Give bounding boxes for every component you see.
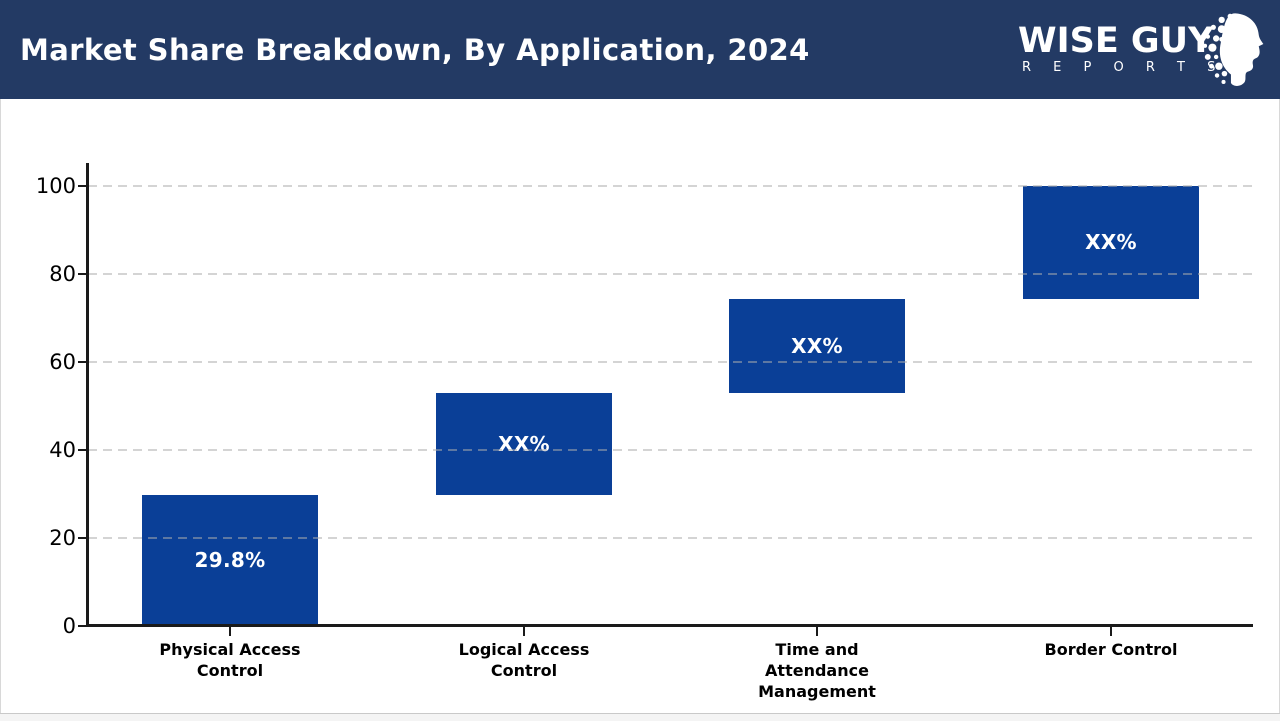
gridline-60 xyxy=(88,361,1253,363)
y-tick-label-80: 80 xyxy=(49,262,76,286)
bar-value-label: XX% xyxy=(1085,230,1137,255)
bar-value-label: XX% xyxy=(498,431,550,456)
y-tick-60 xyxy=(78,361,87,363)
gridline-100 xyxy=(88,185,1253,187)
x-tick-0 xyxy=(229,627,231,636)
header-bar: Market Share Breakdown, By Application, … xyxy=(0,0,1280,99)
y-tick-label-100: 100 xyxy=(35,174,76,198)
y-tick-100 xyxy=(78,185,87,187)
y-tick-label-20: 20 xyxy=(49,526,76,550)
y-tick-80 xyxy=(78,273,87,275)
x-tick-2 xyxy=(816,627,818,636)
chart-title: Market Share Breakdown, By Application, … xyxy=(20,33,810,67)
x-axis-line xyxy=(86,624,1253,627)
y-tick-label-60: 60 xyxy=(49,350,76,374)
gridline-80 xyxy=(88,273,1253,275)
logo-text: WISE GUY R E P O R T S xyxy=(1018,21,1225,76)
category-label: Physical Access Control xyxy=(159,640,301,680)
bar-segment: 29.8% xyxy=(142,494,318,626)
logo-subtitle: R E P O R T S xyxy=(1022,60,1225,75)
y-tick-20 xyxy=(78,537,87,539)
x-tick-1 xyxy=(523,627,525,636)
bar-value-label: 29.8% xyxy=(194,548,266,573)
footer-strip xyxy=(0,713,1280,721)
category-label: Logical Access Control xyxy=(458,640,590,680)
bar-segment: XX% xyxy=(1023,186,1199,299)
gridline-20 xyxy=(88,537,1253,539)
y-tick-40 xyxy=(78,449,87,451)
bar-value-label: XX% xyxy=(791,333,843,358)
y-axis-line xyxy=(86,163,89,627)
logo-head-icon xyxy=(1202,13,1264,86)
y-tick-label-0: 0 xyxy=(62,614,76,638)
category-label: Border Control xyxy=(1044,640,1178,659)
gridline-40 xyxy=(88,449,1253,451)
y-tick-label-40: 40 xyxy=(49,438,76,462)
category-label: Time and Attendance Management xyxy=(758,640,876,701)
bar-segment: XX% xyxy=(436,392,612,495)
logo-wordmark: WISE GUY xyxy=(1018,21,1214,61)
y-tick-0 xyxy=(78,625,87,627)
bar-segment: XX% xyxy=(729,298,905,393)
wise-guy-logo: WISE GUY R E P O R T S xyxy=(1018,6,1268,94)
x-tick-3 xyxy=(1110,627,1112,636)
